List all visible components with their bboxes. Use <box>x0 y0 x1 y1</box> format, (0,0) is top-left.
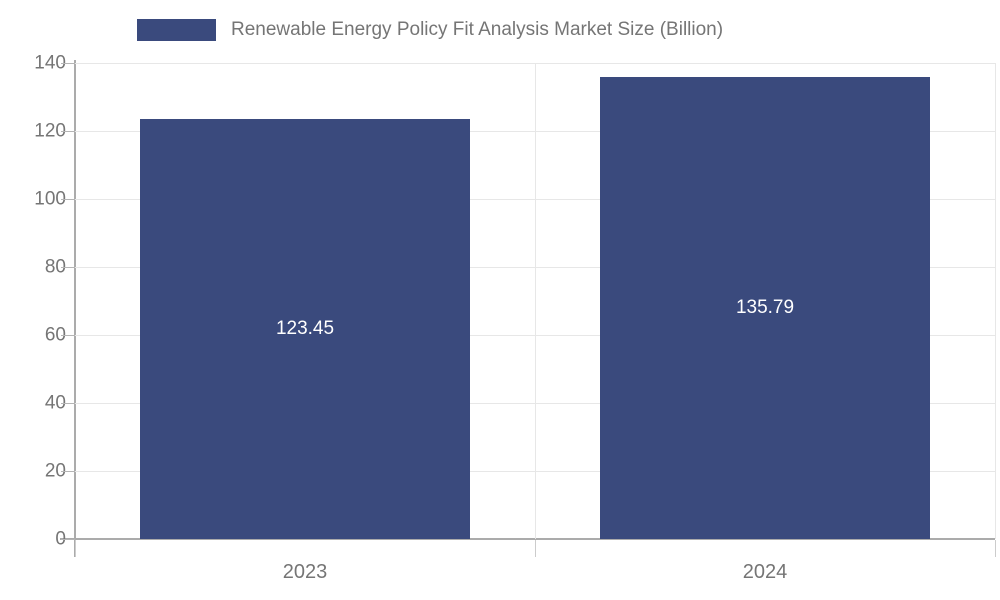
gridline-vertical <box>534 63 536 539</box>
x-tick-mark <box>995 540 996 557</box>
y-tick-mark <box>61 335 75 336</box>
y-tick-label: 100 <box>34 188 66 210</box>
y-tick-label: 60 <box>44 324 66 346</box>
y-tick-mark <box>61 471 75 472</box>
x-tick-label: 2023 <box>282 561 328 583</box>
y-tick-mark <box>61 403 75 404</box>
x-tick-label: 2024 <box>742 561 788 583</box>
y-tick-mark <box>61 63 75 64</box>
y-tick-mark <box>61 539 75 540</box>
y-tick-label: 0 <box>55 528 66 550</box>
y-tick-mark <box>61 131 75 132</box>
y-tick-mark <box>61 199 75 200</box>
y-tick-mark <box>61 267 75 268</box>
x-axis-line <box>60 538 995 540</box>
legend-swatch <box>137 19 216 41</box>
y-axis-line <box>74 60 76 557</box>
gridline-vertical <box>994 63 996 539</box>
x-tick-mark <box>75 540 76 557</box>
y-tick-label: 80 <box>44 256 66 278</box>
y-tick-label: 140 <box>34 52 66 74</box>
bar: 135.79 <box>600 77 930 539</box>
y-tick-label: 40 <box>44 392 66 414</box>
bar: 123.45 <box>140 119 470 539</box>
y-tick-label: 20 <box>44 460 66 482</box>
plot-area: 123.45 135.79 <box>75 62 996 539</box>
bar-value-label: 135.79 <box>735 297 795 318</box>
chart-title: Renewable Energy Policy Fit Analysis Mar… <box>231 19 724 40</box>
y-tick-label: 120 <box>34 120 66 142</box>
chart-legend: Renewable Energy Policy Fit Analysis Mar… <box>137 19 723 41</box>
x-tick-mark <box>535 540 536 557</box>
bar-value-label: 123.45 <box>275 318 335 339</box>
